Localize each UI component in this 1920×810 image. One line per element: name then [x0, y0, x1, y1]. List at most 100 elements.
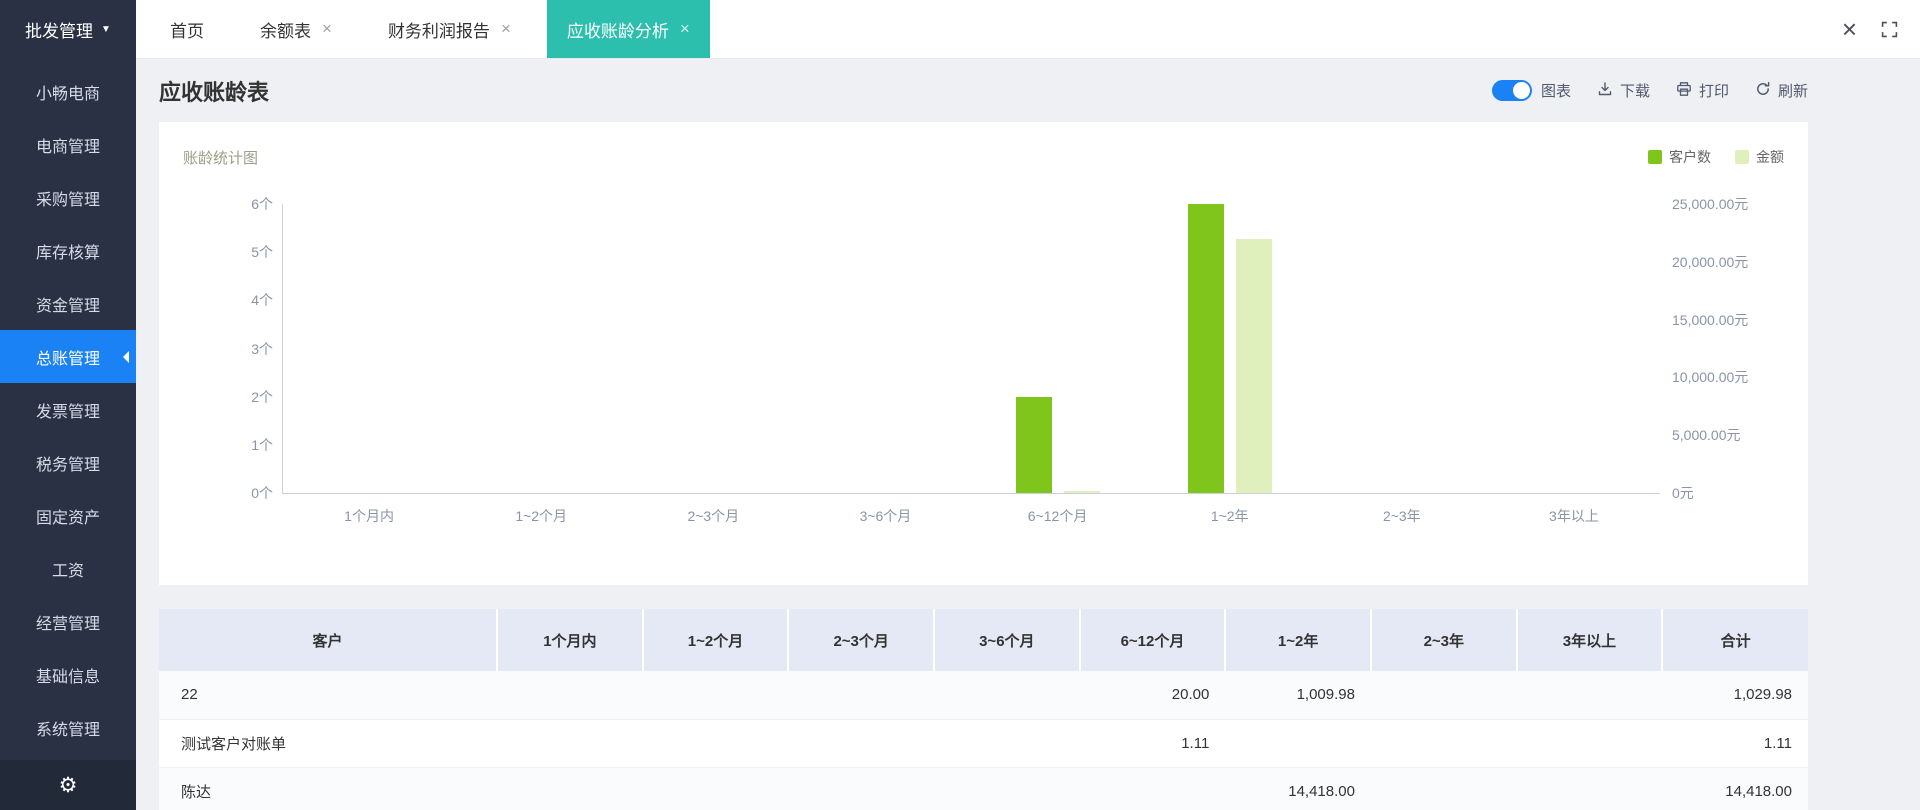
tab-close-icon[interactable]: × — [322, 19, 332, 38]
legend-label: 金额 — [1756, 149, 1784, 165]
column-header-1~2个月: 1~2个月 — [642, 609, 790, 671]
window-controls: × — [1820, 0, 1920, 58]
column-header-3年以上: 3年以上 — [1516, 609, 1664, 671]
amount-cell — [1516, 671, 1663, 720]
x-axis-label: 1个月内 — [344, 508, 394, 524]
amount-cell: 14,418.00 — [1662, 767, 1808, 810]
column-header-2~3年: 2~3年 — [1370, 609, 1518, 671]
sidebar-module-label: 批发管理 — [25, 22, 94, 41]
tab-label: 财务利润报告 — [387, 21, 490, 41]
sidebar-item-小畅电商[interactable]: 小畅电商 — [35, 85, 100, 103]
tab-close-icon[interactable]: × — [679, 19, 690, 38]
x-axis-label: 3年以上 — [1549, 508, 1599, 524]
chart-header: 账龄统计图 客户数 金额 — [183, 140, 1784, 174]
print-button[interactable]: 打印 — [1676, 80, 1729, 101]
amount-cell — [788, 719, 934, 768]
table-row: 22 20.00 1,009.98 1,029.98 — [159, 671, 1808, 720]
right-axis-tick: 5,000.00元 — [1672, 427, 1741, 444]
tab-close-icon[interactable]: × — [500, 19, 511, 38]
x-axis-label: 1~2年 — [1210, 508, 1249, 524]
amount-cell — [788, 767, 934, 810]
left-axis-tick: 3个 — [251, 340, 273, 357]
sidebar-item-采购管理[interactable]: 采购管理 — [35, 191, 100, 209]
column-header-3~6个月: 3~6个月 — [934, 609, 1081, 671]
sidebar-item-税务管理[interactable]: 税务管理 — [35, 456, 100, 474]
tab-财务利润报告[interactable]: 财务利润报告 × — [368, 0, 531, 58]
column-header-2~3个月: 2~3个月 — [788, 609, 935, 671]
amount-cell — [934, 767, 1080, 810]
amount-cell — [1370, 719, 1517, 768]
tab-label: 首页 — [170, 21, 204, 41]
tab-首页[interactable]: 首页 — [150, 0, 224, 58]
left-axis-tick: 6个 — [251, 196, 273, 212]
tab-label: 应收账龄分析 — [566, 21, 669, 41]
bar-金额-1~2年 — [1235, 238, 1272, 493]
column-header-1个月内: 1个月内 — [497, 609, 644, 671]
sidebar-item-电商管理[interactable]: 电商管理 — [35, 138, 100, 156]
column-header-1~2年: 1~2年 — [1225, 609, 1372, 671]
toggle-label: 图表 — [1540, 83, 1571, 100]
customer-name-cell[interactable]: 测试客户对账单 — [159, 719, 498, 768]
toggle-switch[interactable] — [1491, 80, 1532, 101]
sidebar-item-系统管理[interactable]: 系统管理 — [35, 721, 100, 739]
left-axis-tick: 2个 — [251, 388, 273, 405]
legend-label: 客户数 — [1669, 149, 1711, 165]
amount-cell — [642, 767, 789, 810]
sidebar-item-库存核算[interactable]: 库存核算 — [35, 244, 100, 262]
right-axis-tick: 0元 — [1672, 485, 1694, 501]
chevron-down-icon: ▼ — [101, 24, 111, 35]
column-header-客户: 客户 — [159, 609, 499, 671]
amount-cell: 14,418.00 — [1225, 767, 1371, 810]
legend-item-客户数[interactable]: 客户数 — [1648, 147, 1711, 167]
fullscreen-icon[interactable] — [1881, 21, 1898, 38]
print-icon — [1676, 81, 1692, 101]
left-axis-tick: 5个 — [251, 244, 273, 261]
column-header-6~12个月: 6~12个月 — [1079, 609, 1227, 671]
amount-cell — [1225, 719, 1371, 768]
x-axis-label: 6~12个月 — [1027, 508, 1088, 524]
main-panel: 首页 余额表 × 财务利润报告 × 应收账龄分析 × × 应收账龄表 图表 — [136, 0, 1920, 810]
sidebar-footer: ⚙ — [0, 760, 136, 810]
customer-name-cell[interactable]: 陈达 — [159, 767, 498, 810]
download-button[interactable]: 下载 — [1597, 80, 1650, 101]
customer-name-cell[interactable]: 22 — [159, 671, 498, 720]
refresh-button[interactable]: 刷新 — [1755, 80, 1808, 101]
sidebar-item-工资[interactable]: 工资 — [51, 562, 84, 580]
amount-cell — [642, 719, 789, 768]
x-axis-label: 1~2个月 — [515, 508, 568, 524]
legend-swatch — [1648, 150, 1662, 164]
bar-金额-6~12个月 — [1063, 491, 1100, 493]
amount-cell — [1370, 671, 1517, 720]
aging-chart-card: 账龄统计图 客户数 金额 0个 1个 2个 3个 4个 5个 6个 0元 5,000.00元 10,… — [159, 122, 1808, 585]
legend-item-金额[interactable]: 金额 — [1735, 147, 1784, 167]
chart-mode-toggle[interactable]: 图表 — [1491, 80, 1571, 101]
tab-strip: 首页 余额表 × 财务利润报告 × 应收账龄分析 × — [136, 0, 726, 58]
right-axis-tick: 15,000.00元 — [1672, 311, 1749, 328]
tab-余额表[interactable]: 余额表 × — [240, 0, 352, 58]
left-axis-tick: 4个 — [251, 292, 273, 309]
table-header-row: 客户 1个月内 1~2个月 2~3个月 3~6个月 6~12个月 1~2年 2~3年 3年以上合… — [159, 609, 1808, 671]
column-header-合计: 合计 — [1662, 609, 1808, 671]
bar-客户数-6~12个月 — [1015, 396, 1052, 493]
right-axis-tick: 10,000.00元 — [1672, 369, 1749, 386]
tab-bar: 首页 余额表 × 财务利润报告 × 应收账龄分析 × × — [136, 0, 1920, 59]
close-icon[interactable]: × — [1841, 14, 1857, 44]
sidebar-item-经营管理[interactable]: 经营管理 — [35, 615, 100, 633]
refresh-label: 刷新 — [1777, 83, 1808, 100]
amount-cell — [788, 671, 934, 720]
tab-应收账龄分析[interactable]: 应收账龄分析 × — [546, 0, 710, 58]
sidebar-item-资金管理[interactable]: 资金管理 — [35, 297, 100, 315]
left-axis-tick: 1个 — [251, 436, 273, 453]
content-area: 应收账龄表 图表 下载 — [136, 59, 1920, 810]
amount-cell: 20.00 — [1079, 671, 1226, 720]
download-icon — [1597, 81, 1613, 101]
sidebar-item-基础信息[interactable]: 基础信息 — [35, 668, 100, 686]
sidebar-module-switcher[interactable]: 批发管理 ▼ — [0, 0, 136, 59]
amount-cell — [934, 671, 1080, 720]
amount-cell — [497, 671, 643, 720]
sidebar-item-发票管理[interactable]: 发票管理 — [35, 403, 100, 421]
sidebar-item-固定资产[interactable]: 固定资产 — [35, 509, 100, 527]
sidebar-item-总账管理[interactable]: 总账管理 — [0, 330, 136, 383]
gear-icon[interactable]: ⚙ — [58, 773, 78, 797]
